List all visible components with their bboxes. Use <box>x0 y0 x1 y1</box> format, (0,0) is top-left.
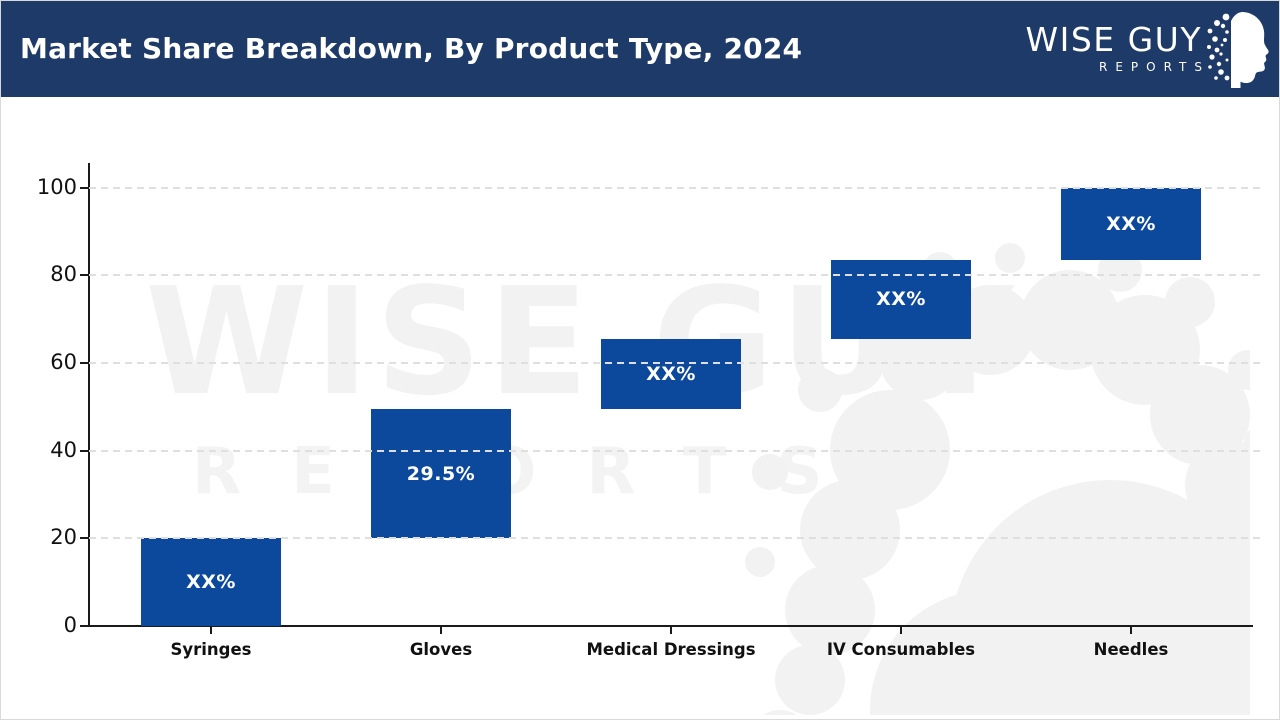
x-tick <box>440 627 442 634</box>
x-tick-label-syringes: Syringes <box>170 640 252 659</box>
y-tick <box>80 537 88 540</box>
logo-subtitle: REPORTS <box>1098 60 1210 74</box>
x-tick <box>1130 627 1132 634</box>
y-tick-label: 60 <box>50 349 77 374</box>
x-tick-label-needles: Needles <box>1093 640 1169 659</box>
x-tick <box>900 627 902 634</box>
title-bar: Market Share Breakdown, By Product Type,… <box>0 0 1280 97</box>
y-tick <box>80 186 88 189</box>
logo-text: WISE GUY REPORTS <box>1025 23 1202 74</box>
x-tick-label-gloves: Gloves <box>409 640 473 659</box>
y-tick <box>80 625 88 627</box>
wiseguy-face-icon <box>1207 11 1269 88</box>
brand-logo: WISE GUY REPORTS <box>1025 9 1270 89</box>
bar-gloves: 29.5% <box>371 408 511 539</box>
y-axis-line <box>88 163 90 627</box>
y-tick <box>80 274 88 277</box>
logo-wordmark: WISE GUY <box>1025 20 1202 59</box>
bar-label-gloves: 29.5% <box>406 462 476 485</box>
bar-syringes: XX% <box>141 538 281 626</box>
bar-needles: XX% <box>1061 187 1201 260</box>
y-tick <box>80 361 88 364</box>
gridline <box>89 274 1263 277</box>
gridline <box>89 361 1263 364</box>
gridline <box>89 449 1263 452</box>
x-tick-label-medical-dressings: Medical Dressings <box>586 640 756 659</box>
bar-label-iv-consumables: XX% <box>876 288 926 311</box>
y-tick <box>80 449 88 452</box>
bar-label-syringes: XX% <box>186 571 236 594</box>
bar-iv-consumables: XX% <box>831 259 971 339</box>
bar-label-needles: XX% <box>1106 212 1156 235</box>
y-tick-label: 0 <box>63 613 77 637</box>
y-tick-label: 80 <box>50 262 77 287</box>
x-tick <box>210 627 212 634</box>
x-tick <box>670 627 672 634</box>
bar-label-medical-dressings: XX% <box>646 362 696 385</box>
x-tick-label-iv-consumables: IV Consumables <box>826 640 976 659</box>
gridline <box>89 537 1263 540</box>
y-tick-label: 40 <box>50 437 77 462</box>
y-tick-label: 100 <box>36 174 77 199</box>
chart-title: Market Share Breakdown, By Product Type,… <box>20 32 803 65</box>
gridline <box>89 186 1263 189</box>
x-axis-line <box>88 625 1253 627</box>
y-tick-label: 20 <box>50 525 77 550</box>
bar-medical-dressings: XX% <box>601 338 741 409</box>
